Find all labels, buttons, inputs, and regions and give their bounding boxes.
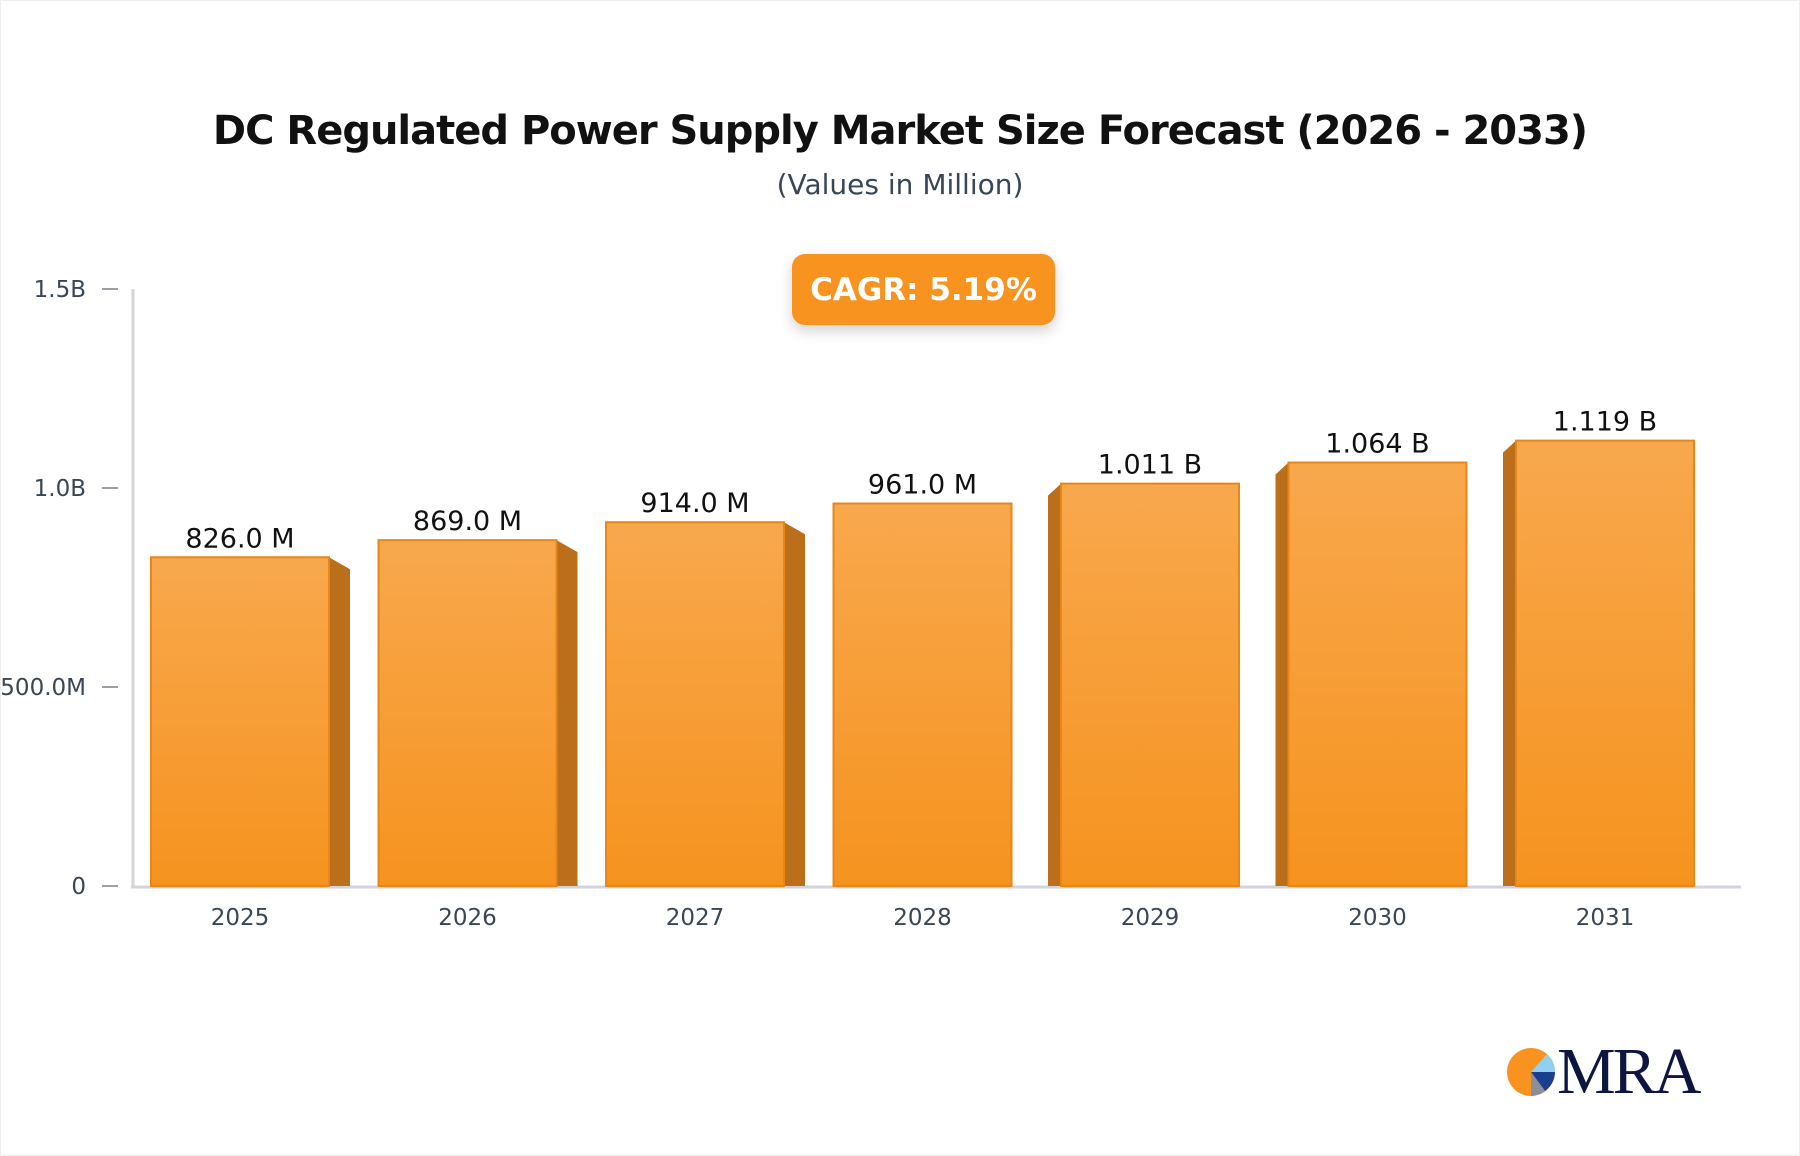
data-label-2031: 1.119 B (1553, 407, 1657, 438)
bar-side-2029 (1048, 483, 1061, 886)
bar-face-2029 (1060, 482, 1240, 887)
data-label-2030: 1.064 B (1325, 429, 1429, 460)
y-tick-label: 500.0M (0, 675, 86, 701)
x-tick-label-2025: 2025 (211, 905, 270, 931)
bar-face-2030 (1287, 461, 1468, 887)
data-label-2029: 1.011 B (1098, 450, 1202, 481)
x-tick-label-2027: 2027 (666, 905, 725, 931)
cagr-badge: CAGR: 5.19% (792, 254, 1055, 325)
chart-subtitle: (Values in Million) (776, 168, 1024, 201)
bar-side-2026 (556, 540, 578, 886)
data-label-2025: 826.0 M (185, 523, 294, 554)
bar-side-2025 (329, 557, 350, 886)
bar-face-2025 (150, 556, 330, 887)
data-label-2027: 914.0 M (640, 488, 749, 519)
x-tick-label-2026: 2026 (438, 905, 497, 931)
mra-logo: MRA (1505, 1035, 1701, 1108)
bar-face-2027 (605, 521, 785, 888)
logo-text: MRA (1557, 1035, 1701, 1108)
pie-logo-icon (1507, 1048, 1556, 1096)
y-tick-label: 1.5B (34, 277, 86, 303)
bar-face-2028 (832, 502, 1013, 887)
x-tick-label-2028: 2028 (893, 905, 952, 931)
y-tick-label: 1.0B (34, 476, 86, 502)
bar-side-2027 (784, 522, 805, 886)
bar-side-2031 (1503, 440, 1516, 886)
data-label-2028: 961.0 M (868, 470, 977, 501)
chart-title: DC Regulated Power Supply Market Size Fo… (212, 108, 1588, 154)
x-tick-label-2029: 2029 (1121, 905, 1180, 931)
data-label-2026: 869.0 M (413, 506, 522, 537)
x-tick-label-2031: 2031 (1576, 905, 1635, 931)
bar-face-2026 (377, 539, 558, 887)
x-tick-label-2030: 2030 (1348, 905, 1407, 931)
y-tick-label: 0 (71, 874, 86, 900)
bar-face-2031 (1515, 439, 1695, 887)
bar-side-2030 (1275, 462, 1289, 886)
